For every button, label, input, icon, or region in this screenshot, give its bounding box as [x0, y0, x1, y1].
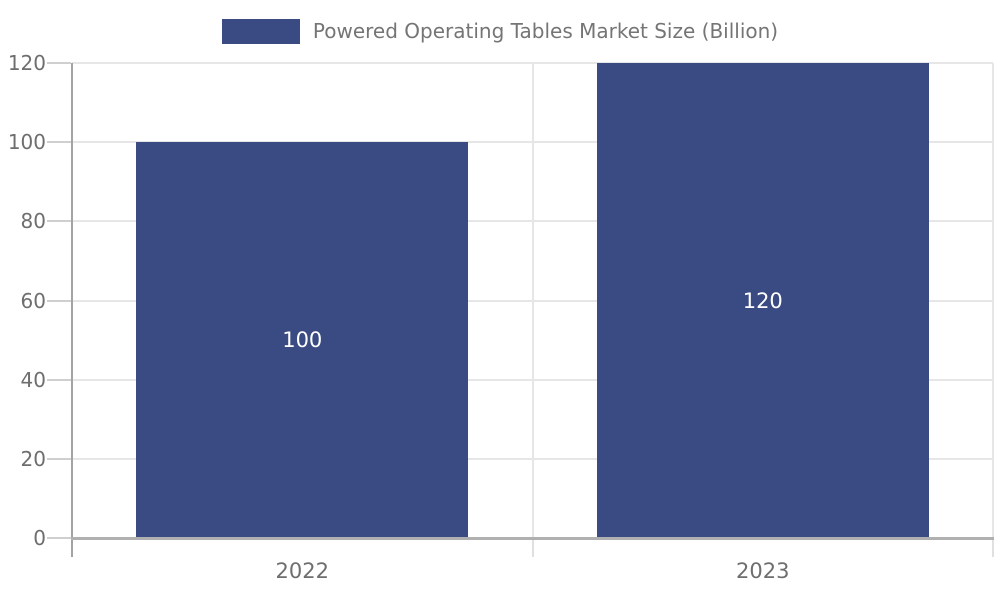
y-axis-tick: [47, 457, 71, 460]
y-axis-tick-label: 60: [20, 288, 46, 313]
y-axis-line: [71, 63, 73, 557]
bar-value-label: 120: [742, 288, 783, 313]
y-axis-tick: [47, 378, 71, 381]
x-axis-tick: [992, 538, 994, 557]
x-axis-tick-label: 2022: [275, 559, 329, 583]
x-axis-tick-label: 2023: [736, 559, 790, 583]
y-axis-tick-label: 100: [7, 130, 46, 155]
y-axis-tick: [47, 220, 71, 223]
y-axis-tick-label: 0: [33, 526, 46, 550]
y-axis-tick-label: 40: [20, 367, 46, 392]
y-axis-tick-label: 20: [20, 446, 46, 471]
legend[interactable]: Powered Operating Tables Market Size (Bi…: [0, 19, 1000, 44]
y-axis-tick: [47, 141, 71, 144]
bar-2023[interactable]: [596, 63, 929, 538]
legend-swatch-icon: [221, 19, 300, 44]
y-axis-tick-label: 120: [7, 51, 46, 75]
gridline-vertical: [992, 63, 994, 538]
bar-value-label: 100: [282, 328, 323, 353]
legend-label: Powered Operating Tables Market Size (Bi…: [312, 19, 779, 43]
bar-2022[interactable]: [136, 142, 469, 538]
x-axis-tick: [531, 538, 534, 557]
y-axis-tick: [47, 62, 71, 64]
y-axis-tick-label: 80: [20, 209, 46, 234]
gridline-vertical: [531, 63, 534, 538]
y-axis-tick: [47, 537, 71, 539]
x-axis-line: [71, 537, 994, 540]
y-axis-tick: [47, 299, 71, 302]
